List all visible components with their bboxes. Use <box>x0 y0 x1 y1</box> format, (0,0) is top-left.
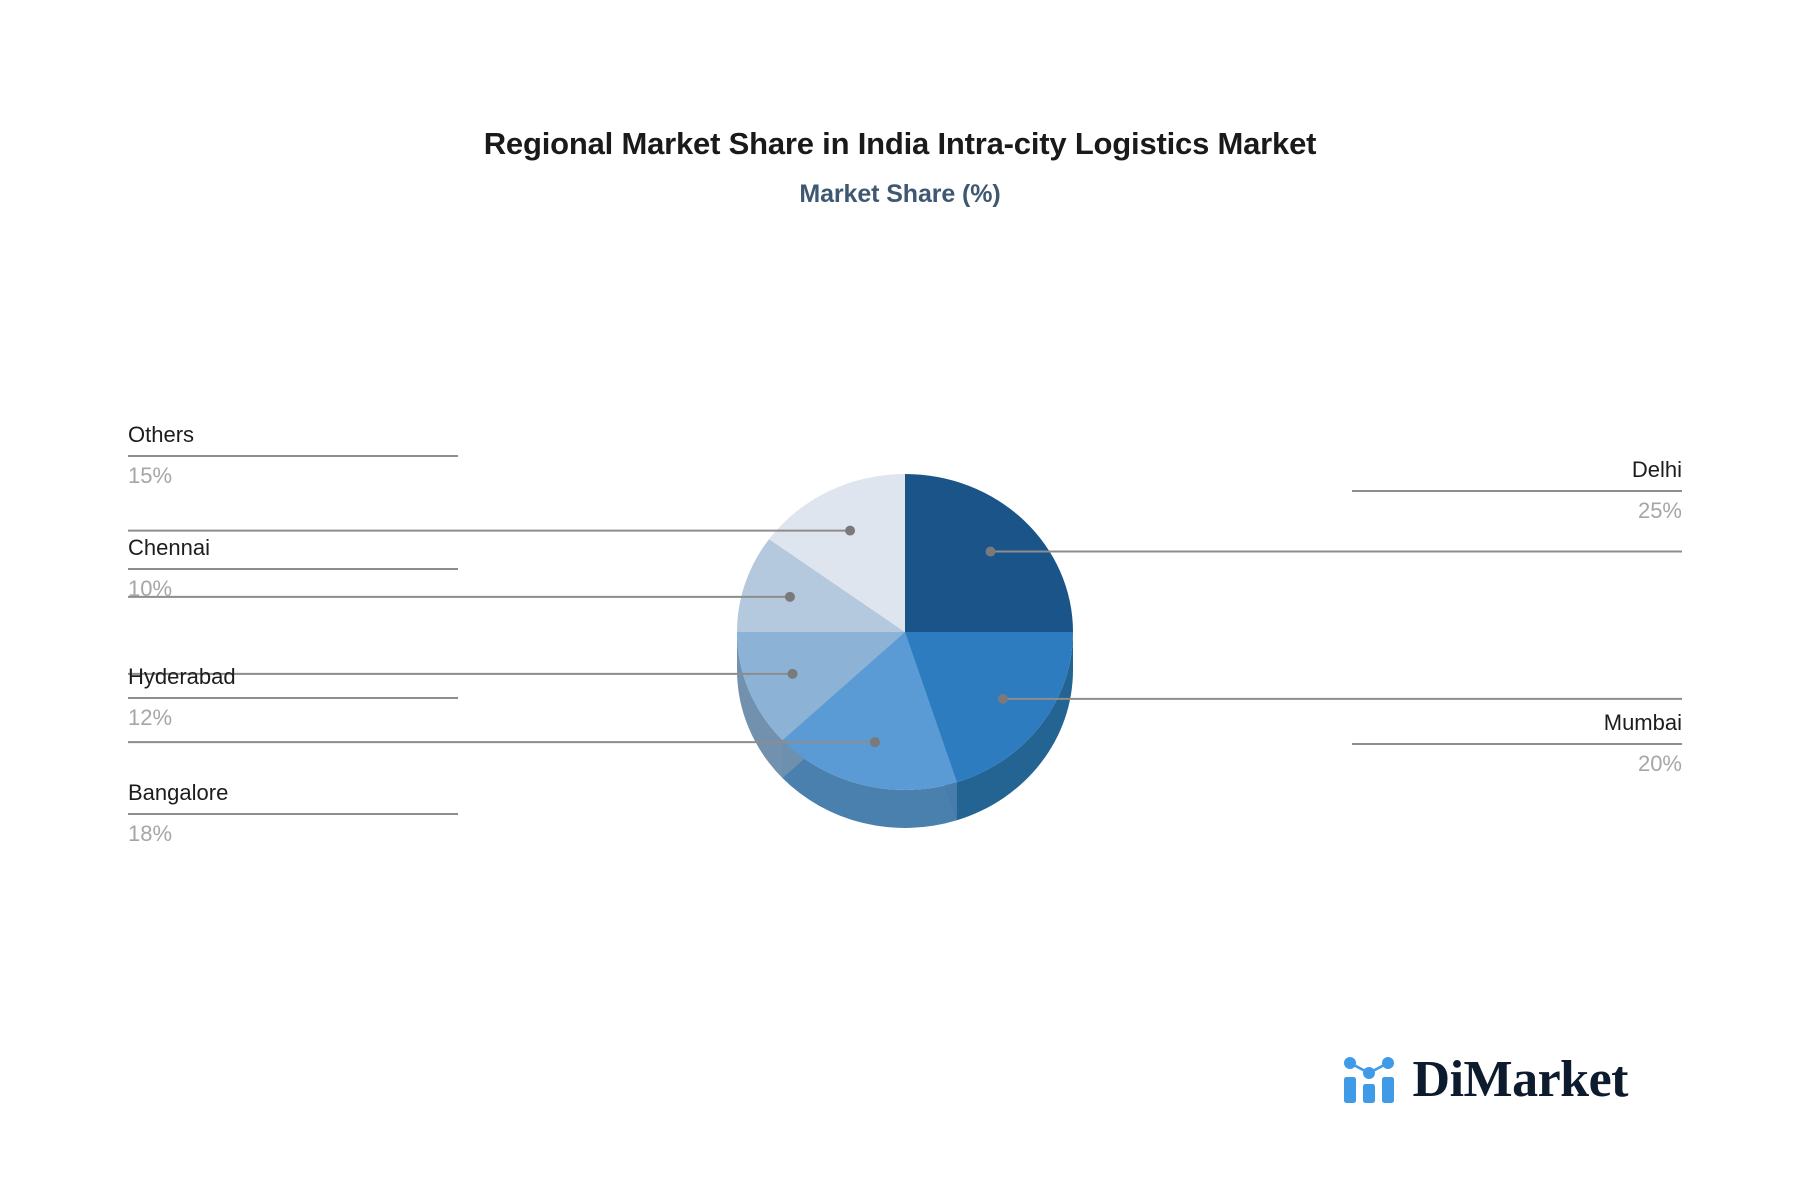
callout-bangalore[interactable]: Bangalore 18% <box>128 778 458 848</box>
pie-slice-side <box>956 632 1073 821</box>
pie-slice-mumbai[interactable] <box>905 632 1073 783</box>
pie-slice-chennai[interactable] <box>737 539 905 632</box>
callout-value: 20% <box>1637 750 1682 776</box>
callout-value: 25% <box>1637 497 1682 523</box>
pie-slice-others[interactable] <box>769 474 905 632</box>
callout-label: Mumbai <box>1603 710 1682 735</box>
callout-others[interactable]: Others 15% <box>128 420 458 490</box>
leader-dot-chennai <box>784 591 795 602</box>
callout-rule <box>128 812 458 815</box>
leader-dot-hyderabad <box>787 668 798 679</box>
callout-label: Delhi <box>1631 457 1682 482</box>
callout-chennai[interactable]: Chennai 10% <box>128 533 458 603</box>
leader-dot-mumbai <box>997 693 1008 704</box>
leader-dot-bangalore <box>869 737 880 748</box>
leader-dot-delhi <box>985 546 996 557</box>
leader-dot-others <box>845 525 856 536</box>
callout-label: Chennai <box>128 535 210 560</box>
callout-label: Bangalore <box>128 780 229 805</box>
logo-wordmark: DiMarket <box>1412 1051 1629 1108</box>
bar-chart-dots-icon <box>1343 1057 1394 1103</box>
callout-hyderabad[interactable]: Hyderabad 12% <box>128 662 458 732</box>
callout-mumbai[interactable]: Mumbai 20% <box>1352 708 1682 778</box>
callout-rule <box>128 454 458 457</box>
pie-slice-hyderabad[interactable] <box>737 632 905 741</box>
pie-slice-side <box>782 740 957 828</box>
callout-value: 18% <box>128 820 173 846</box>
pie-slice-bangalore[interactable] <box>782 632 957 790</box>
callout-rule <box>1352 489 1682 492</box>
callout-rule <box>128 567 458 570</box>
callout-delhi[interactable]: Delhi 25% <box>1352 455 1682 525</box>
callout-value: 15% <box>128 462 173 488</box>
callout-rule <box>1352 742 1682 745</box>
callout-label: Others <box>128 422 195 447</box>
callout-rule <box>128 696 458 699</box>
brand-logo: DiMarket <box>1342 1051 1629 1108</box>
callout-value: 12% <box>128 704 173 730</box>
callout-value: 10% <box>128 575 173 601</box>
callout-label: Hyderabad <box>128 664 236 689</box>
